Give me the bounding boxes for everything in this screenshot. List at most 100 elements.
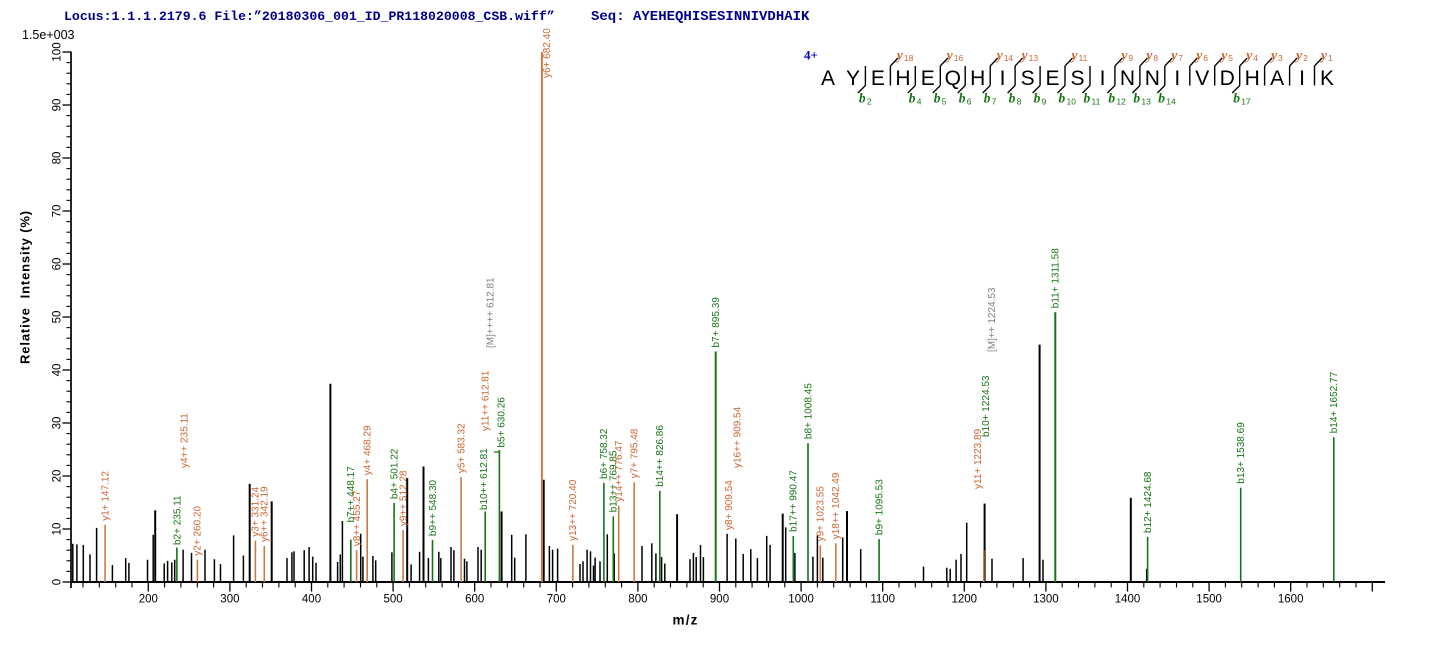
svg-text:b10++ 612.81: b10++ 612.81 bbox=[479, 448, 490, 510]
svg-text:1: 1 bbox=[1328, 53, 1333, 63]
svg-text:y: y bbox=[1319, 48, 1328, 63]
svg-text:16: 16 bbox=[954, 53, 964, 63]
svg-text:y4++ 235.11: y4++ 235.11 bbox=[179, 413, 190, 468]
svg-text:y6++ 342.19: y6++ 342.19 bbox=[260, 486, 271, 542]
svg-text:b5+ 630.26: b5+ 630.26 bbox=[496, 397, 507, 448]
svg-text:y2+ 260.20: y2+ 260.20 bbox=[193, 505, 204, 555]
svg-text:y5+ 583.32: y5+ 583.32 bbox=[456, 423, 467, 473]
svg-text:y14++ 776.47: y14++ 776.47 bbox=[614, 440, 625, 502]
svg-text:200: 200 bbox=[139, 594, 158, 606]
svg-text:b: b bbox=[1108, 91, 1115, 106]
svg-text:b: b bbox=[1009, 91, 1016, 106]
svg-text:I: I bbox=[1000, 67, 1006, 90]
svg-text:b: b bbox=[1133, 91, 1140, 106]
svg-text:30: 30 bbox=[52, 417, 64, 430]
svg-text:5: 5 bbox=[942, 97, 947, 107]
svg-text:y9+ 1023.55: y9+ 1023.55 bbox=[816, 486, 827, 542]
svg-text:1.5e+003: 1.5e+003 bbox=[22, 28, 75, 42]
svg-text:11: 11 bbox=[1079, 53, 1088, 63]
svg-text:y: y bbox=[1070, 48, 1079, 63]
svg-text:y: y bbox=[895, 48, 904, 63]
svg-text:b: b bbox=[1233, 91, 1240, 106]
svg-text:50: 50 bbox=[52, 311, 64, 324]
svg-text:y: y bbox=[1244, 48, 1253, 63]
svg-text:7: 7 bbox=[1178, 53, 1183, 63]
svg-text:5: 5 bbox=[1228, 53, 1233, 63]
svg-text:y1+ 147.12: y1+ 147.12 bbox=[100, 471, 111, 521]
svg-text:y18++ 1042.49: y18++ 1042.49 bbox=[831, 472, 842, 539]
svg-text:b: b bbox=[909, 91, 916, 106]
svg-text:1500: 1500 bbox=[1196, 594, 1222, 606]
svg-text:Seq: AYEHEQHISESINNIVDHAIK: Seq: AYEHEQHISESINNIVDHAIK bbox=[591, 9, 810, 25]
svg-text:b13++ 769.85: b13++ 769.85 bbox=[609, 450, 620, 512]
svg-text:y8++ 455.27: y8++ 455.27 bbox=[352, 490, 363, 546]
svg-text:b7++ 448.17: b7++ 448.17 bbox=[346, 466, 357, 523]
svg-text:y: y bbox=[1294, 48, 1303, 63]
svg-text:H: H bbox=[895, 67, 910, 90]
svg-text:b9++ 548.30: b9++ 548.30 bbox=[428, 479, 439, 536]
svg-text:y16++ 909.54: y16++ 909.54 bbox=[732, 406, 743, 468]
svg-text:[M]++++ 612.81: [M]++++ 612.81 bbox=[485, 277, 496, 348]
svg-text:y11+ 1223.89: y11+ 1223.89 bbox=[973, 428, 984, 489]
svg-text:y11++ 612.81: y11++ 612.81 bbox=[480, 370, 491, 431]
svg-text:y4+ 468.29: y4+ 468.29 bbox=[363, 425, 374, 475]
svg-text:90: 90 bbox=[52, 99, 64, 112]
svg-text:10: 10 bbox=[52, 523, 64, 536]
svg-text:Y: Y bbox=[846, 67, 860, 90]
svg-text:b14++ 826.86: b14++ 826.86 bbox=[655, 425, 666, 487]
svg-text:6: 6 bbox=[967, 97, 972, 107]
svg-text:4: 4 bbox=[917, 97, 922, 107]
svg-text:4: 4 bbox=[1253, 53, 1258, 63]
svg-text:1000: 1000 bbox=[788, 594, 814, 606]
svg-text:800: 800 bbox=[628, 594, 647, 606]
svg-text:9: 9 bbox=[1042, 97, 1047, 107]
svg-text:b6+ 758.32: b6+ 758.32 bbox=[599, 428, 610, 479]
svg-text:3: 3 bbox=[1278, 53, 1283, 63]
svg-text:y9++ 512.28: y9++ 512.28 bbox=[398, 470, 409, 526]
svg-text:b: b bbox=[859, 91, 866, 106]
svg-text:b12+ 1424.68: b12+ 1424.68 bbox=[1143, 471, 1154, 533]
svg-text:Relative Intensity (%): Relative Intensity (%) bbox=[18, 210, 33, 364]
svg-text:600: 600 bbox=[465, 594, 484, 606]
svg-text:y: y bbox=[945, 48, 954, 63]
svg-text:N: N bbox=[1120, 67, 1135, 90]
svg-text:E: E bbox=[921, 67, 935, 90]
svg-text:1600: 1600 bbox=[1278, 594, 1304, 606]
svg-text:b7+ 895.39: b7+ 895.39 bbox=[711, 297, 722, 348]
svg-text:b8+ 1008.45: b8+ 1008.45 bbox=[803, 383, 814, 439]
svg-text:6: 6 bbox=[1203, 53, 1208, 63]
svg-text:100: 100 bbox=[52, 42, 64, 61]
svg-text:14: 14 bbox=[1166, 97, 1176, 107]
svg-text:y: y bbox=[995, 48, 1004, 63]
svg-text:A: A bbox=[1270, 67, 1284, 90]
svg-text:8: 8 bbox=[1153, 53, 1158, 63]
svg-text:H: H bbox=[1245, 67, 1260, 90]
svg-text:60: 60 bbox=[52, 258, 64, 271]
svg-text:b4+ 501.22: b4+ 501.22 bbox=[389, 448, 400, 499]
svg-text:y: y bbox=[1269, 48, 1278, 63]
svg-text:y: y bbox=[1194, 48, 1203, 63]
svg-text:400: 400 bbox=[302, 594, 321, 606]
svg-text:b: b bbox=[1059, 91, 1066, 106]
svg-text:S: S bbox=[1070, 67, 1084, 90]
svg-text:K: K bbox=[1320, 67, 1334, 90]
svg-text:2: 2 bbox=[1303, 53, 1308, 63]
svg-text:H: H bbox=[970, 67, 985, 90]
svg-text:4+: 4+ bbox=[804, 48, 818, 63]
svg-text:y13++ 720.40: y13++ 720.40 bbox=[568, 479, 579, 541]
svg-text:Q: Q bbox=[945, 67, 961, 90]
svg-text:D: D bbox=[1220, 67, 1235, 90]
svg-text:S: S bbox=[1021, 67, 1035, 90]
svg-text:9: 9 bbox=[1128, 53, 1133, 63]
svg-text:N: N bbox=[1145, 67, 1160, 90]
svg-text:y8+ 909.54: y8+ 909.54 bbox=[724, 480, 735, 530]
svg-text:18: 18 bbox=[904, 53, 914, 63]
svg-text:I: I bbox=[1100, 67, 1106, 90]
svg-text:V: V bbox=[1195, 67, 1209, 90]
svg-text:E: E bbox=[1045, 67, 1059, 90]
svg-text:y7+ 795.48: y7+ 795.48 bbox=[630, 428, 641, 478]
svg-text:b: b bbox=[1084, 91, 1091, 106]
svg-text:[M]++ 1224.53: [M]++ 1224.53 bbox=[987, 287, 998, 352]
svg-text:b13+ 1538.69: b13+ 1538.69 bbox=[1236, 422, 1247, 484]
svg-text:13: 13 bbox=[1141, 97, 1151, 107]
